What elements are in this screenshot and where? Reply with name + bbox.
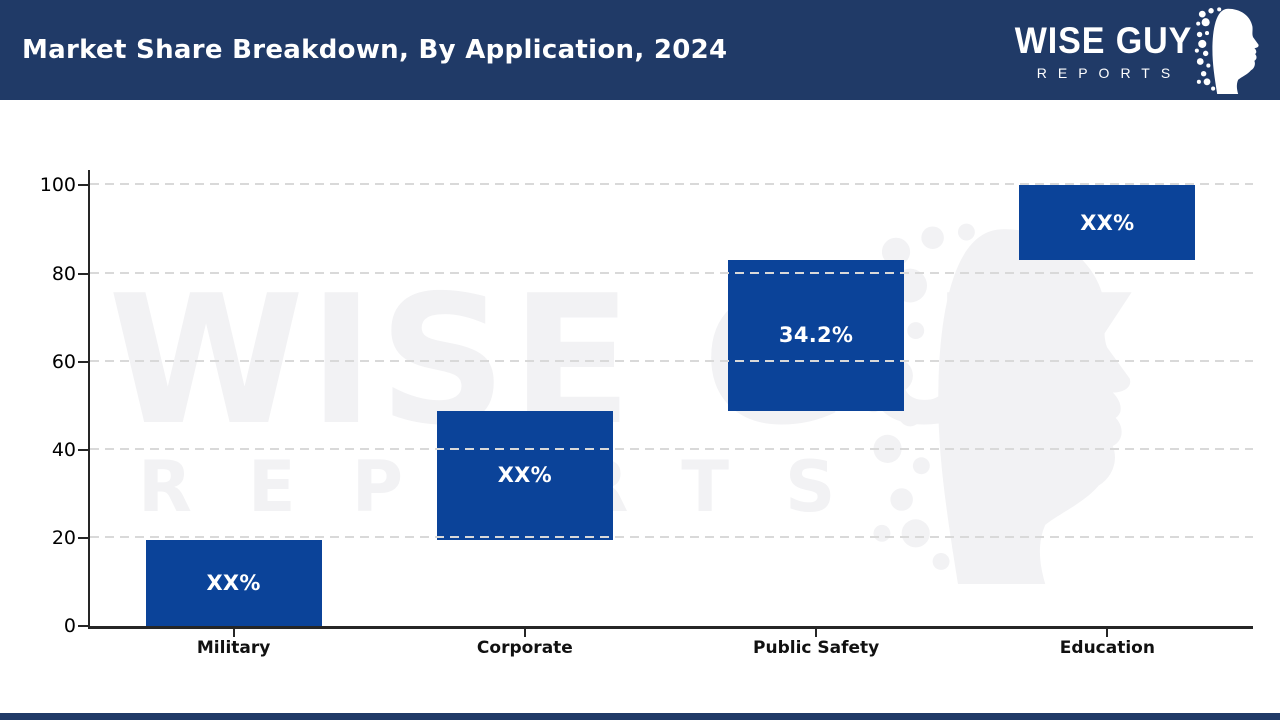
y-axis-labels: 0 20 40 60 80 100 [0, 170, 76, 637]
y-tick-mark [78, 272, 88, 275]
y-tick-mark [78, 360, 88, 363]
y-tick-label: 80 [51, 262, 76, 285]
chart-title: Market Share Breakdown, By Application, … [22, 35, 728, 65]
bar: XX% [1019, 185, 1196, 260]
logo-subtitle: REPORTS [1036, 64, 1182, 81]
footer-bar [0, 713, 1280, 720]
plot-area: XX% XX% 34.2% XX% [78, 170, 1253, 637]
dotted-head-icon [1194, 7, 1259, 94]
y-tick-mark [78, 625, 88, 627]
y-tick-mark [78, 448, 88, 451]
y-tick-label: 40 [51, 438, 76, 461]
x-axis-line [88, 626, 1253, 629]
x-tick-label: Military [196, 638, 271, 658]
wise-guy-logo: WISE GUY REPORTS [1007, 6, 1262, 94]
x-tick-label: Corporate [476, 638, 573, 658]
y-tick-mark [78, 536, 88, 539]
x-tick-label: Public Safety [753, 638, 880, 658]
bar-value-label: XX% [206, 571, 261, 596]
bar: XX% [436, 410, 613, 541]
x-tick-mark [523, 629, 526, 637]
bar-value-label: XX% [1080, 210, 1135, 235]
y-axis-line [88, 170, 90, 626]
x-tick-mark [1106, 629, 1109, 637]
grid-line [90, 447, 1253, 450]
bar-value-label: XX% [497, 463, 553, 488]
x-tick-mark [232, 629, 235, 637]
y-tick-label: 0 [63, 615, 76, 637]
header: Market Share Breakdown, By Application, … [0, 0, 1280, 100]
grid-line [90, 535, 1253, 538]
grid-line [90, 271, 1253, 274]
x-tick-label: Education [1059, 638, 1155, 658]
y-tick-label: 20 [51, 526, 76, 549]
y-tick-label: 100 [39, 174, 76, 197]
y-tick-mark [78, 184, 88, 187]
bar: 34.2% [728, 259, 905, 411]
grid-line [90, 183, 1253, 186]
logo-wordmark: WISE GUY REPORTS [1007, 20, 1200, 81]
x-axis-labels: Military Corporate Public Safety Education [88, 638, 1253, 664]
grid-line [90, 359, 1253, 362]
bar: XX% [145, 540, 322, 626]
bar-value-label: 34.2% [778, 323, 854, 348]
x-tick-mark [815, 629, 818, 637]
logo-brand-name: WISE GUY [1014, 19, 1193, 61]
y-tick-label: 60 [51, 350, 76, 373]
